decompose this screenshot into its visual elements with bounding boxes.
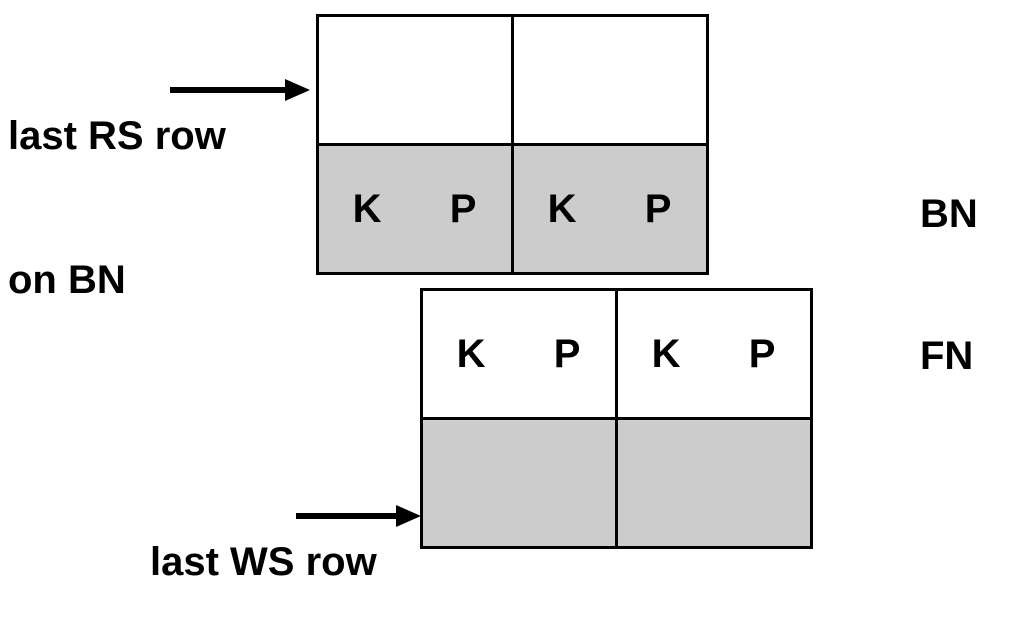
side-label-bn: BN xyxy=(920,192,978,237)
cell-k: K xyxy=(548,187,578,232)
arrow-to-bn-row xyxy=(170,70,320,110)
label-line1: last WS row xyxy=(150,538,377,586)
cell-p: P xyxy=(450,187,478,232)
fn-row0-cell0: K P xyxy=(420,288,618,420)
label-last-rs-row: last RS row on BN xyxy=(8,16,226,352)
bn-row1-cell1: K P xyxy=(511,143,709,275)
arrow-to-fn-row xyxy=(296,496,426,536)
cell-k: K xyxy=(353,187,383,232)
fn-row0-cell1: K P xyxy=(615,288,813,420)
cell-k: K xyxy=(652,332,682,377)
cell-k: K xyxy=(457,332,487,377)
side-label-fn: FN xyxy=(920,334,973,379)
label-line2: on BN xyxy=(8,256,226,304)
bn-row0-cell0 xyxy=(316,14,514,146)
cell-p: P xyxy=(554,332,582,377)
cell-p: P xyxy=(645,187,673,232)
cell-p: P xyxy=(749,332,777,377)
fn-row1-cell0 xyxy=(420,417,618,549)
bn-row0-cell1 xyxy=(511,14,709,146)
bn-row1-cell0: K P xyxy=(316,143,514,275)
fn-row1-cell1 xyxy=(615,417,813,549)
label-line1: last RS row xyxy=(8,112,226,160)
